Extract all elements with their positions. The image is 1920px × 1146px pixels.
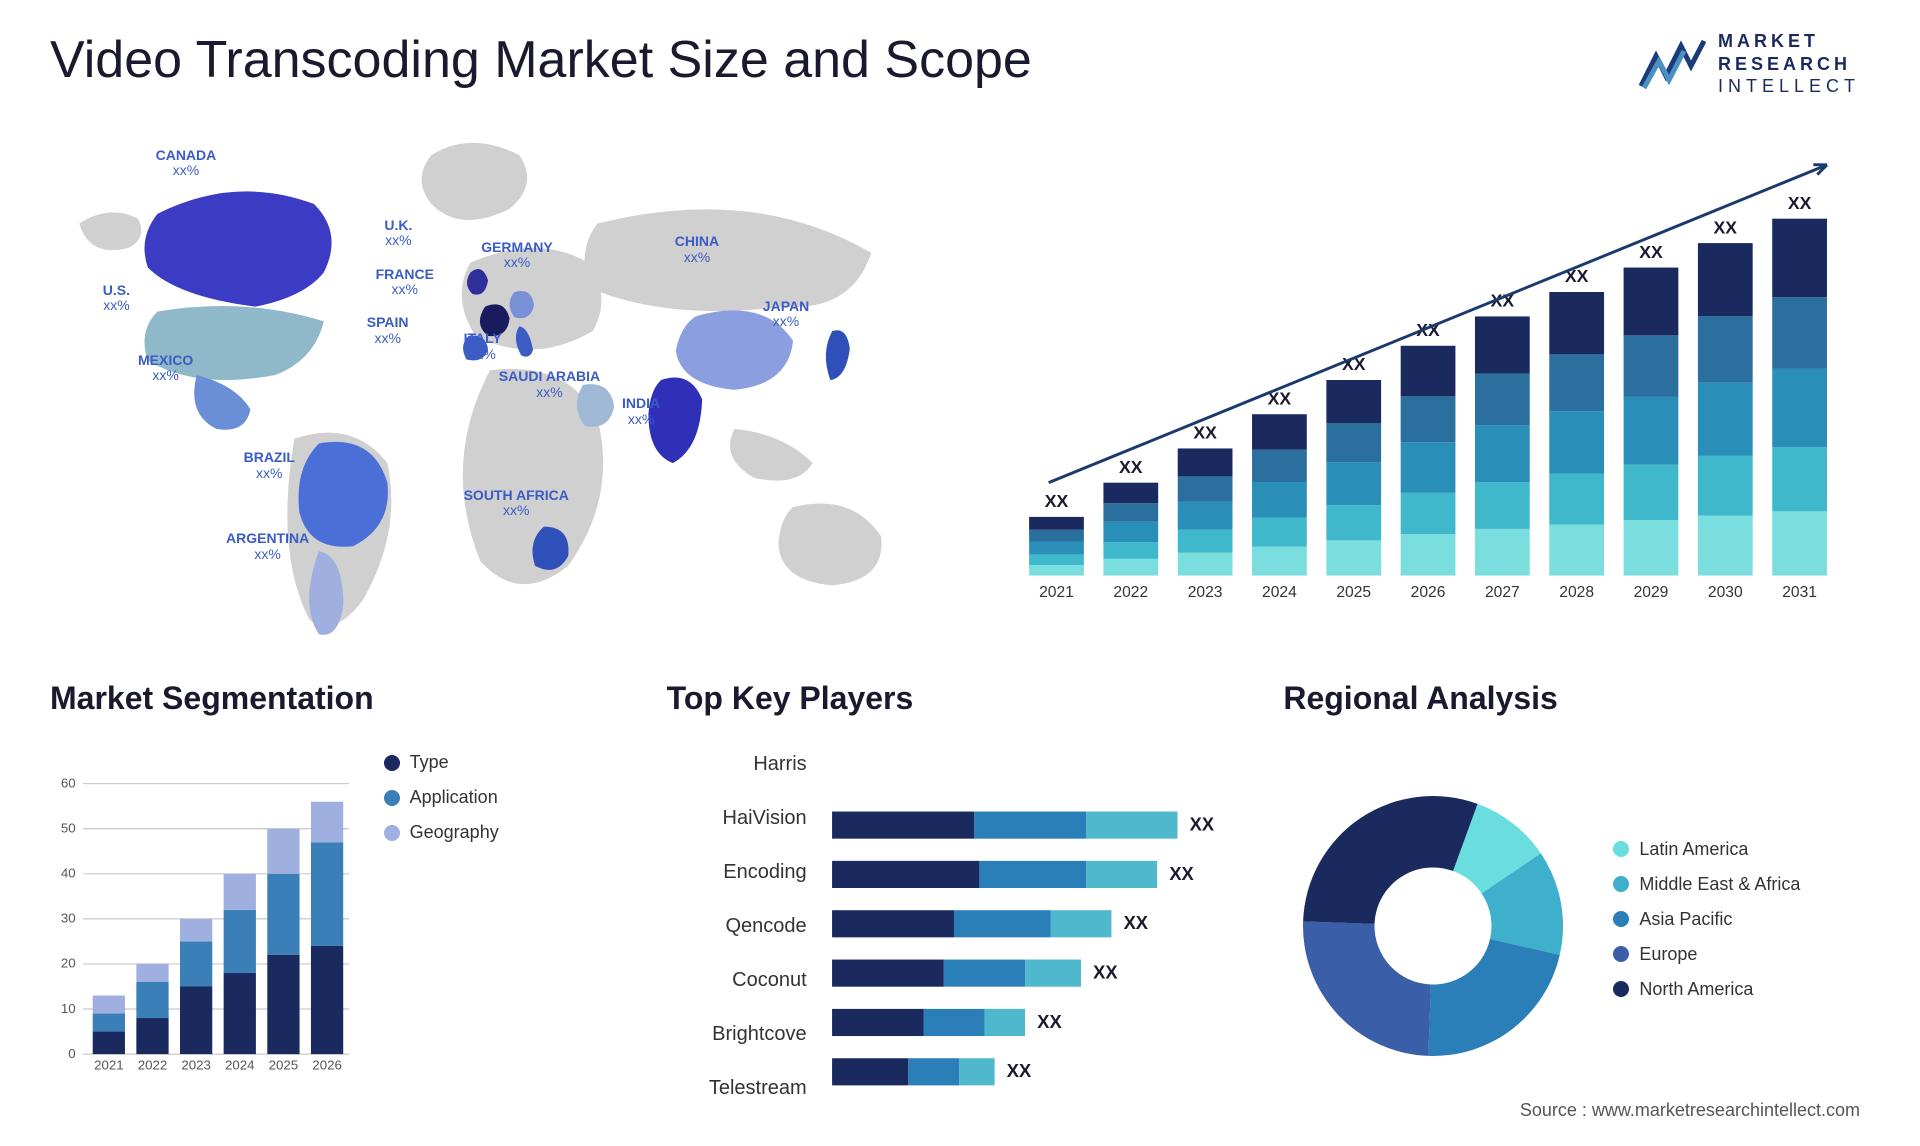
svg-text:40: 40 xyxy=(61,866,76,881)
region-legend-latin-america: Latin America xyxy=(1613,839,1870,860)
svg-text:2022: 2022 xyxy=(138,1057,168,1072)
player-label-telestream: Telestream xyxy=(667,1077,807,1100)
svg-text:XX: XX xyxy=(1006,1060,1031,1081)
svg-text:XX: XX xyxy=(1169,863,1194,884)
svg-text:50: 50 xyxy=(61,821,76,836)
logo-icon xyxy=(1636,36,1706,91)
region-legend-north-america: North America xyxy=(1613,979,1870,1000)
regional-panel: Regional Analysis Latin America Middle Ea… xyxy=(1283,680,1870,1120)
map-label-saudi-arabia: SAUDI ARABIAxx% xyxy=(499,369,600,400)
regional-title: Regional Analysis xyxy=(1283,680,1870,717)
svg-text:2028: 2028 xyxy=(1559,584,1594,601)
svg-text:2026: 2026 xyxy=(1411,584,1446,601)
player-label-haivision: HaiVision xyxy=(667,807,807,830)
svg-text:2024: 2024 xyxy=(1262,584,1297,601)
map-label-argentina: ARGENTINAxx% xyxy=(226,531,309,562)
segmentation-title: Market Segmentation xyxy=(50,680,637,717)
svg-text:2023: 2023 xyxy=(1188,584,1223,601)
svg-text:2025: 2025 xyxy=(269,1057,299,1072)
svg-text:XX: XX xyxy=(1037,1011,1062,1032)
logo-text-1: MARKET xyxy=(1718,30,1860,53)
svg-text:XX: XX xyxy=(1714,217,1738,237)
svg-text:2021: 2021 xyxy=(1039,584,1074,601)
logo-text-3: INTELLECT xyxy=(1718,75,1860,98)
svg-text:2029: 2029 xyxy=(1634,584,1669,601)
map-label-u-s-: U.S.xx% xyxy=(103,283,130,314)
player-label-encoding: Encoding xyxy=(667,861,807,884)
map-label-japan: JAPANxx% xyxy=(763,299,809,330)
map-label-south-africa: SOUTH AFRICAxx% xyxy=(464,488,569,519)
svg-text:XX: XX xyxy=(1788,193,1812,213)
player-label-harris: Harris xyxy=(667,753,807,776)
svg-text:2024: 2024 xyxy=(225,1057,255,1072)
svg-text:XX: XX xyxy=(1093,962,1118,983)
map-label-france: FRANCExx% xyxy=(376,267,434,298)
svg-text:30: 30 xyxy=(61,911,76,926)
svg-text:XX: XX xyxy=(1639,242,1663,262)
svg-text:XX: XX xyxy=(1123,912,1148,933)
map-label-spain: SPAINxx% xyxy=(367,315,409,346)
map-label-india: INDIAxx% xyxy=(622,396,660,427)
svg-text:XX: XX xyxy=(1193,423,1217,443)
brand-logo: MARKET RESEARCH INTELLECT xyxy=(1636,30,1860,98)
svg-text:2031: 2031 xyxy=(1782,584,1817,601)
svg-text:60: 60 xyxy=(61,775,76,790)
players-title: Top Key Players xyxy=(667,680,1254,717)
svg-text:XX: XX xyxy=(1119,457,1143,477)
region-legend-middle-east-africa: Middle East & Africa xyxy=(1613,874,1870,895)
player-label-brightcove: Brightcove xyxy=(667,1023,807,1046)
map-label-u-k-: U.K.xx% xyxy=(384,218,412,249)
logo-text-2: RESEARCH xyxy=(1718,53,1860,76)
player-label-coconut: Coconut xyxy=(667,969,807,992)
region-legend-europe: Europe xyxy=(1613,944,1870,965)
page-title: Video Transcoding Market Size and Scope xyxy=(50,30,1870,90)
svg-text:2021: 2021 xyxy=(94,1057,124,1072)
world-map: CANADAxx% U.S.xx% MEXICOxx% BRAZILxx% ARGENT… xyxy=(50,110,930,650)
svg-text:20: 20 xyxy=(61,956,76,971)
player-label-qencode: Qencode xyxy=(667,915,807,938)
svg-text:2022: 2022 xyxy=(1113,584,1148,601)
svg-text:2023: 2023 xyxy=(181,1057,211,1072)
svg-text:2026: 2026 xyxy=(312,1057,342,1072)
map-label-germany: GERMANYxx% xyxy=(481,240,553,271)
source-text: Source : www.marketresearchintellect.com xyxy=(1520,1100,1860,1121)
segmentation-panel: Market Segmentation 0 10 20 30 40 50 60 2021 202… xyxy=(50,680,637,1120)
map-label-italy: ITALYxx% xyxy=(464,331,502,362)
map-label-china: CHINAxx% xyxy=(675,234,719,265)
seg-legend-application: Application xyxy=(384,787,637,808)
map-label-canada: CANADAxx% xyxy=(156,148,217,179)
map-label-mexico: MEXICOxx% xyxy=(138,353,193,384)
svg-text:2030: 2030 xyxy=(1708,584,1743,601)
svg-text:10: 10 xyxy=(61,1001,76,1016)
region-legend-asia-pacific: Asia Pacific xyxy=(1613,909,1870,930)
map-label-brazil: BRAZILxx% xyxy=(244,450,295,481)
svg-text:XX: XX xyxy=(1045,491,1069,511)
svg-text:2025: 2025 xyxy=(1336,584,1371,601)
players-panel: Top Key Players Harris HaiVision Encoding Q… xyxy=(667,680,1254,1120)
seg-legend-type: Type xyxy=(384,752,637,773)
market-size-bar-chart: XX2021XX2022XX2023XX2024XX2025XX2026XX20… xyxy=(990,110,1870,650)
svg-text:2027: 2027 xyxy=(1485,584,1520,601)
svg-text:XX: XX xyxy=(1189,814,1214,835)
seg-legend-geography: Geography xyxy=(384,822,637,843)
svg-text:0: 0 xyxy=(68,1046,75,1061)
